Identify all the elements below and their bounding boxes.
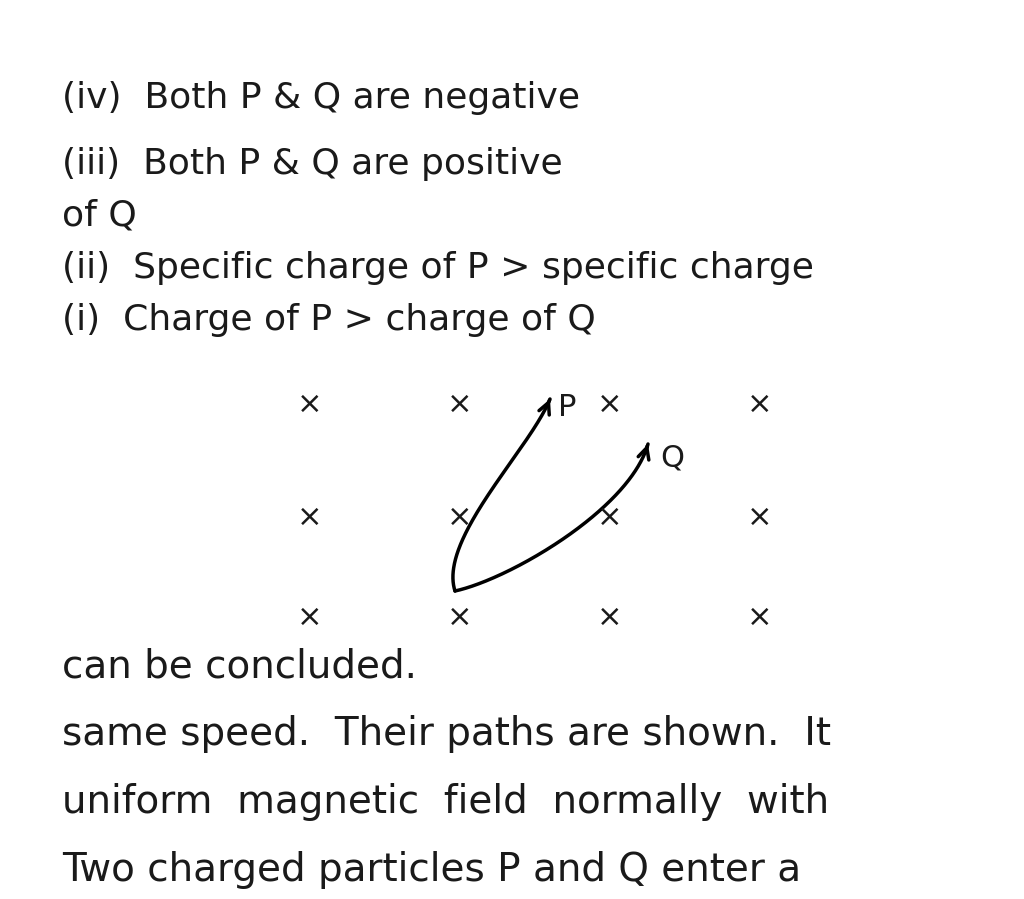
Text: ×: × — [297, 389, 323, 419]
Text: ×: × — [447, 602, 473, 631]
Text: (i)  Charge of P > charge of Q: (i) Charge of P > charge of Q — [62, 303, 596, 337]
Text: can be concluded.: can be concluded. — [62, 647, 417, 685]
Text: Two charged particles P and Q enter a: Two charged particles P and Q enter a — [62, 851, 801, 889]
Text: Q: Q — [660, 443, 684, 472]
Text: ×: × — [597, 503, 623, 531]
Text: (iii)  Both P & Q are positive: (iii) Both P & Q are positive — [62, 147, 562, 181]
Text: P: P — [558, 393, 577, 422]
Text: ×: × — [597, 602, 623, 631]
Text: ×: × — [748, 389, 773, 419]
Text: (ii)  Specific charge of P > specific charge: (ii) Specific charge of P > specific cha… — [62, 251, 814, 285]
Text: ×: × — [447, 389, 473, 419]
Text: ×: × — [597, 389, 623, 419]
Text: ×: × — [297, 503, 323, 531]
Text: ×: × — [748, 503, 773, 531]
Text: same speed.  Their paths are shown.  It: same speed. Their paths are shown. It — [62, 715, 831, 753]
Text: ×: × — [748, 602, 773, 631]
Text: ×: × — [447, 503, 473, 531]
Text: (iv)  Both P & Q are negative: (iv) Both P & Q are negative — [62, 81, 580, 115]
Text: uniform  magnetic  field  normally  with: uniform magnetic field normally with — [62, 783, 829, 821]
Text: of Q: of Q — [62, 199, 137, 233]
Text: ×: × — [297, 602, 323, 631]
